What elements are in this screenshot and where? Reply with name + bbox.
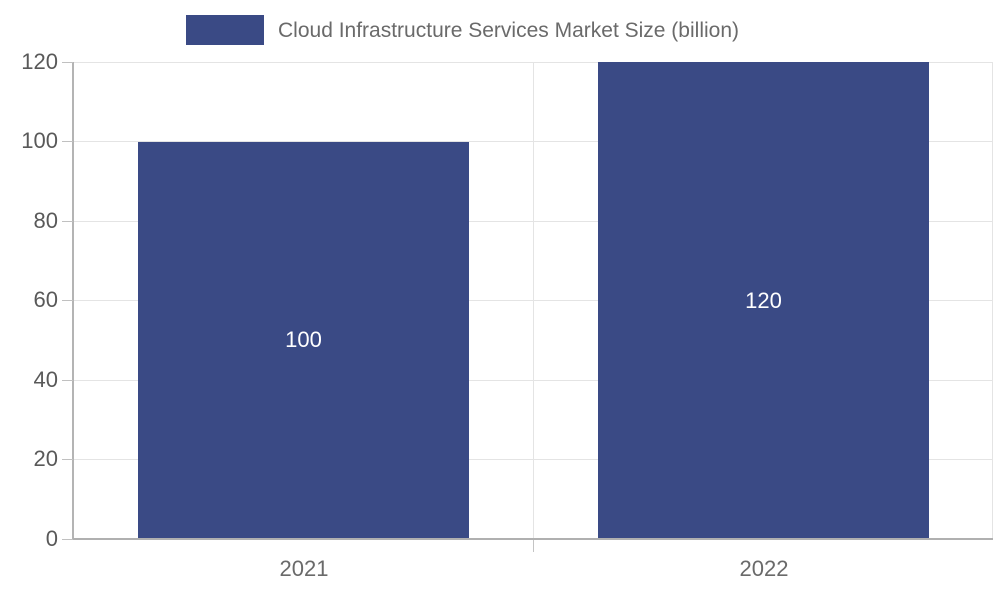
y-axis-label-120: 120 [21, 49, 58, 74]
x-axis-label-2021: 2021 [279, 556, 329, 581]
y-tick-40 [62, 380, 73, 381]
bar-2021[interactable] [138, 141, 469, 539]
legend-item-label: Cloud Infrastructure Services Market Siz… [278, 18, 739, 42]
bar-2022[interactable] [598, 62, 929, 539]
y-tick-0 [62, 539, 73, 540]
y-axis-label-80: 80 [33, 208, 58, 233]
bar-value-2022: 120 [745, 287, 782, 313]
legend-item-cloud-infrastructure[interactable]: Cloud Infrastructure Services Market Siz… [186, 15, 739, 45]
chart-legend: Cloud Infrastructure Services Market Siz… [186, 12, 739, 48]
y-tick-100 [62, 141, 73, 142]
y-tick-80 [62, 221, 73, 222]
x-axis-label-2022: 2022 [739, 556, 789, 581]
bar-value-2021: 100 [285, 327, 322, 353]
y-axis-label-40: 40 [33, 367, 58, 392]
y-axis-label-60: 60 [33, 287, 58, 312]
y-tick-120 [62, 62, 73, 63]
y-axis-labels: 120 100 80 60 40 20 0 [0, 0, 58, 600]
y-axis-label-0: 0 [45, 526, 58, 551]
y-axis-label-20: 20 [33, 446, 58, 471]
legend-swatch-icon [186, 15, 264, 45]
y-tick-60 [62, 300, 73, 301]
gridline-x-right [992, 62, 993, 539]
y-axis-line [72, 62, 74, 540]
y-tick-20 [62, 459, 73, 460]
gridline-x-mid [533, 62, 534, 539]
y-axis-label-100: 100 [21, 128, 58, 153]
x-tick-mid [533, 540, 534, 552]
x-axis-line [73, 538, 993, 540]
plot-area: 100 120 [73, 62, 993, 539]
